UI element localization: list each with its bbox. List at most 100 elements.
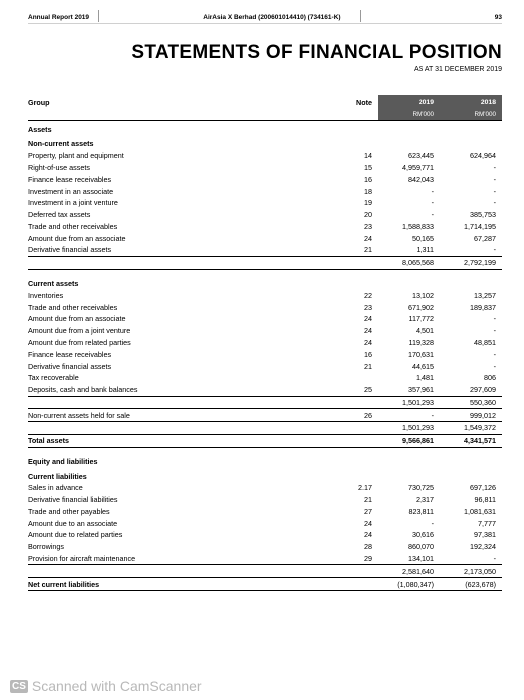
col-note: Note [338,95,378,110]
row-2019: 4,959,771 [378,162,440,174]
row-2018: 1,714,195 [440,220,502,232]
section-assets: Assets [28,121,338,136]
subtotal-2018: 1,549,372 [440,422,502,435]
row-2018: - [440,185,502,197]
row-note: 16 [338,173,378,185]
row-note: 21 [338,494,378,506]
row-2019: 134,101 [378,553,440,565]
subtotal-2019: 1,501,293 [378,422,440,435]
row-label: Finance lease receivables [28,348,338,360]
row-2019: - [378,185,440,197]
row-label: Amount due from an associate [28,313,338,325]
row-2018: - [440,197,502,209]
unit-2019: RM'000 [378,110,440,121]
row-2018: 624,964 [440,150,502,162]
row-2018: 697,126 [440,482,502,494]
row-2018: 7,777 [440,517,502,529]
row-label: Property, plant and equipment [28,150,338,162]
row-label: Amount due to an associate [28,517,338,529]
row-2019: 357,961 [378,384,440,396]
row-2018: 189,837 [440,301,502,313]
row-2018: 192,324 [440,541,502,553]
row-label: Trade and other receivables [28,220,338,232]
net-current-liab-label: Net current liabilities [28,578,338,591]
subtotal-2018: 2,792,199 [440,256,502,269]
row-label: Sales in advance [28,482,338,494]
row-2019: 730,725 [378,482,440,494]
row-label: Right-of-use assets [28,162,338,174]
row-label: Finance lease receivables [28,173,338,185]
row-label: Deposits, cash and bank balances [28,384,338,396]
row-2019: 30,616 [378,529,440,541]
row-label: Deferred tax assets [28,209,338,221]
row-note: 24 [338,337,378,349]
row-note: 26 [338,409,378,422]
row-2019: 170,631 [378,348,440,360]
row-note: 23 [338,220,378,232]
row-2019: 1,311 [378,244,440,256]
row-2018: 13,257 [440,289,502,301]
row-2019: 117,772 [378,313,440,325]
row-2018: - [440,173,502,185]
row-2019: - [378,409,440,422]
row-label: Borrowings [28,541,338,553]
row-2019: 671,902 [378,301,440,313]
row-note: 15 [338,162,378,174]
row-2019: 13,102 [378,289,440,301]
row-2018: - [440,244,502,256]
subtotal-2019: 2,581,640 [378,565,440,578]
row-2018: 806 [440,372,502,384]
row-label: Investment in a joint venture [28,197,338,209]
row-label: Tax recoverable [28,372,338,384]
total-assets-2019: 9,566,861 [378,434,440,447]
row-2019: 4,501 [378,325,440,337]
header-left: Annual Report 2019 [28,14,89,21]
section-nca: Non-current assets [28,135,338,149]
row-note: 18 [338,185,378,197]
row-ncafs: Non-current assets held for sale [28,409,338,422]
row-2018: - [440,325,502,337]
row-label: Derivative financial liabilities [28,494,338,506]
row-note: 23 [338,301,378,313]
row-2019: - [378,517,440,529]
section-cl: Current liabilities [28,468,338,482]
page-subtitle: AS AT 31 DECEMBER 2019 [28,66,502,73]
col-2018: 2018 [440,95,502,110]
row-2019: 1,481 [378,372,440,384]
row-2019: 119,328 [378,337,440,349]
row-note: 27 [338,505,378,517]
row-note: 14 [338,150,378,162]
row-label: Derivative financial assets [28,244,338,256]
scanner-watermark: CS Scanned with CamScanner [10,678,202,694]
row-label: Amount due from an associate [28,232,338,244]
total-assets-label: Total assets [28,434,338,447]
row-note: 24 [338,325,378,337]
row-2018: - [440,162,502,174]
row-label: Trade and other payables [28,505,338,517]
row-2018: 97,381 [440,529,502,541]
row-note: 21 [338,360,378,372]
page-number: 93 [495,14,502,21]
page-title: STATEMENTS OF FINANCIAL POSITION [28,42,502,64]
row-note: 29 [338,553,378,565]
row-label: Inventories [28,289,338,301]
col-2019: 2019 [378,95,440,110]
total-assets-2018: 4,341,571 [440,434,502,447]
row-2019: 44,615 [378,360,440,372]
camscanner-text: Scanned with CamScanner [32,678,202,694]
row-2018: - [440,313,502,325]
row-2018: 67,287 [440,232,502,244]
row-2019: - [378,197,440,209]
row-note: 20 [338,209,378,221]
row-2019: 842,043 [378,173,440,185]
col-group: Group [28,95,338,110]
row-2018: 96,811 [440,494,502,506]
header-bar: Annual Report 2019 AirAsia X Berhad (200… [28,14,502,24]
row-2019: - [378,209,440,221]
row-2018: 297,609 [440,384,502,396]
row-note: 2.17 [338,482,378,494]
subtotal-2018: 2,173,050 [440,565,502,578]
row-label: Trade and other receivables [28,301,338,313]
row-2018: 48,851 [440,337,502,349]
table-header-row: Group Note 2019 2018 [28,95,502,110]
